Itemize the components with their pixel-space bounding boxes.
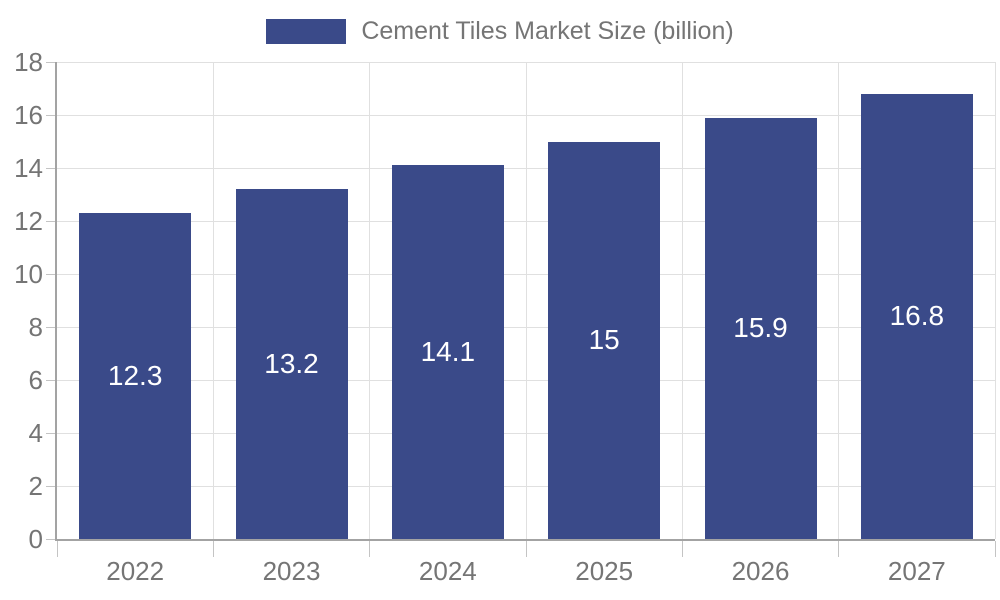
- bar-value-label: 13.2: [264, 348, 319, 380]
- y-axis-tick: [46, 538, 55, 540]
- y-axis-label: 14: [14, 153, 43, 183]
- x-axis-line: [55, 539, 995, 541]
- x-axis-tick: [838, 541, 840, 557]
- bar-value-label: 16.8: [889, 300, 945, 332]
- bar-value-label: 12.3: [107, 360, 163, 392]
- bar-value-label: 14.1: [420, 336, 476, 368]
- x-axis-label: 2027: [887, 556, 946, 586]
- y-axis-label: 0: [28, 524, 43, 554]
- x-axis-tick: [56, 541, 58, 557]
- y-axis-label: 10: [14, 259, 43, 289]
- y-axis-line: [55, 62, 57, 539]
- x-axis-tick: [681, 541, 683, 557]
- y-axis-tick: [46, 326, 55, 328]
- bar-2024[interactable]: 14.1: [391, 165, 504, 539]
- bar-2026[interactable]: 15.9: [704, 117, 817, 539]
- y-axis-tick: [46, 220, 55, 222]
- x-axis-label: 2026: [731, 556, 790, 586]
- x-axis-label: 2022: [106, 556, 165, 586]
- bar-2022[interactable]: 12.3: [79, 213, 192, 539]
- x-axis-label: 2023: [262, 556, 321, 586]
- y-axis-tick: [46, 167, 55, 169]
- y-axis-label: 2: [28, 471, 43, 501]
- bar-2025[interactable]: 15: [548, 141, 661, 539]
- bar-value-label: 15: [588, 324, 620, 356]
- legend-item[interactable]: Cement Tiles Market Size (billion): [0, 17, 1000, 46]
- x-axis-label: 2024: [418, 556, 477, 586]
- gridline-vertical: [525, 62, 527, 539]
- y-axis-tick: [46, 379, 55, 381]
- y-axis-label: 4: [28, 418, 43, 448]
- y-axis-label: 6: [28, 365, 43, 395]
- legend-label: Cement Tiles Market Size (billion): [361, 17, 734, 45]
- x-axis-tick: [369, 541, 371, 557]
- x-axis-tick: [525, 541, 527, 557]
- gridline-vertical: [994, 62, 996, 539]
- y-axis-label: 8: [28, 312, 43, 342]
- legend-swatch: [266, 19, 347, 44]
- y-axis-tick: [46, 485, 55, 487]
- bar-value-label: 15.9: [733, 312, 788, 344]
- y-axis-tick: [46, 114, 55, 116]
- x-axis-tick: [212, 541, 214, 557]
- x-axis-label: 2025: [575, 556, 634, 586]
- gridline-vertical: [681, 62, 683, 539]
- y-axis-tick: [46, 432, 55, 434]
- y-axis-label: 12: [14, 206, 43, 236]
- y-axis-label: 18: [14, 47, 43, 77]
- y-axis-tick: [46, 61, 55, 63]
- gridline-vertical: [212, 62, 214, 539]
- x-axis-tick: [994, 541, 996, 557]
- bar-2027[interactable]: 16.8: [860, 93, 973, 539]
- bar-2023[interactable]: 13.2: [235, 189, 348, 539]
- gridline-vertical: [369, 62, 371, 539]
- plot-area: 0 2 4 6 8 10 12 14 16 18 12.3 2022 13.2 2023 14.1 2024 1…: [14, 47, 996, 586]
- y-axis-tick: [46, 273, 55, 275]
- gridline-vertical: [838, 62, 840, 539]
- y-axis-label: 16: [14, 100, 43, 130]
